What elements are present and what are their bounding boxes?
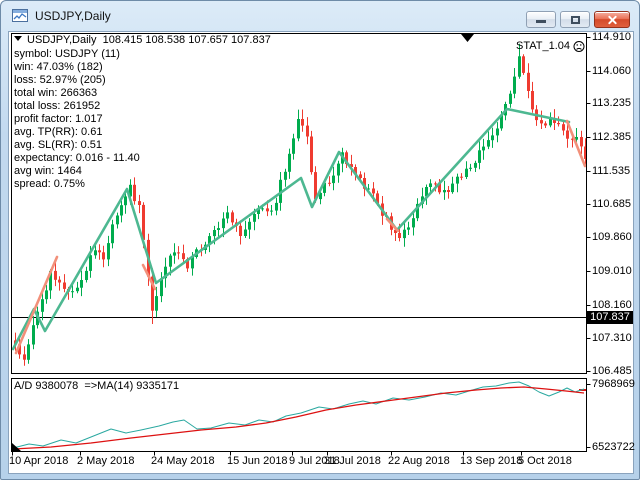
indicator-plot[interactable] [11, 378, 587, 452]
restore-button[interactable] [560, 11, 590, 28]
price-tick-label: 106.485 [592, 365, 632, 377]
stat-line: loss: 52.97% (205) [14, 74, 106, 86]
price-tick-label: 114.060 [592, 65, 631, 77]
date-tick-label: 24 May 2018 [151, 455, 215, 467]
stat-line: avg. SL(RR): 0.51 [14, 139, 103, 151]
date-tick-label: 9 Jul 2018 [289, 455, 340, 467]
price-tick-label: 108.160 [592, 299, 632, 311]
price-tick-label: 111.535 [592, 165, 631, 177]
date-tick-label: 31 Jul 2018 [324, 455, 381, 467]
corner-marker-icon [12, 443, 21, 451]
minimize-button[interactable] [526, 11, 556, 28]
stats-panel: symbol: USDJPY (11) win: 47.03% (182) loss… [14, 48, 140, 191]
ohlc-text: USDJPY,Daily 108.415 108.538 107.657 107… [27, 34, 271, 46]
stat-line: total win: 266363 [14, 87, 98, 99]
date-tick-label: 15 Jun 2018 [227, 455, 288, 467]
trade-path-broken-line[interactable] [14, 255, 59, 355]
price-tick-label: 113.235 [592, 97, 631, 109]
window-controls [526, 11, 630, 28]
minimize-icon [536, 20, 546, 23]
stat-line: spread: 0.75% [14, 178, 85, 190]
indicator-axis-label: 6523722 [592, 441, 635, 453]
date-tick-label: 13 Sep 2018 [460, 455, 523, 467]
stat-line: avg. TP(RR): 0.61 [14, 126, 103, 138]
trade-path-line[interactable] [12, 107, 571, 351]
close-icon [607, 14, 618, 25]
date-tick-label: 22 Aug 2018 [388, 455, 450, 467]
ma-line[interactable] [12, 386, 585, 450]
stat-indicator-label: STAT_1.04 [515, 40, 570, 52]
sad-face-icon [573, 41, 585, 52]
stat-line: expectancy: 0.016 - 11.40 [14, 152, 140, 164]
stat-line: total loss: 261952 [14, 100, 101, 112]
price-tick-label: 112.385 [592, 131, 631, 143]
top-marker-icon[interactable] [461, 34, 474, 42]
price-tick-label: 109.860 [592, 231, 632, 243]
date-tick-label: 2 May 2018 [77, 455, 135, 467]
price-tick-label: 110.685 [592, 198, 631, 210]
stat-line: symbol: USDJPY (11) [14, 48, 120, 60]
main-plot[interactable] [11, 33, 587, 374]
restore-icon [570, 15, 580, 24]
date-tick-label: 5 Oct 2018 [518, 455, 572, 467]
ohlc-header: USDJPY,Daily 108.415 108.538 107.657 107… [14, 34, 271, 46]
collapse-triangle-icon[interactable] [14, 36, 22, 41]
ad-line[interactable] [12, 381, 585, 449]
trade-path-broken-line[interactable] [385, 217, 400, 233]
date-tick-label: 10 Apr 2018 [9, 455, 69, 467]
price-tick-label: 107.310 [592, 332, 632, 344]
window-title: USDJPY,Daily [35, 9, 111, 23]
stat-line: win: 47.03% (182) [14, 61, 103, 73]
price-tick-label: 109.010 [592, 265, 632, 277]
window-titlebar[interactable]: USDJPY,Daily [1, 1, 639, 31]
chart-window-icon [12, 8, 29, 24]
indicator-axis-label: 7968969 [592, 378, 635, 390]
trade-path-broken-line[interactable] [141, 263, 157, 291]
stat-line: avg win: 1464 [14, 165, 82, 177]
indicator-panel-label: A/D 9380078 =>MA(14) 9335171 [14, 380, 180, 392]
trade-path-broken-line[interactable] [565, 119, 586, 168]
price-tick-label: 114.910 [592, 31, 631, 43]
stat-line: profit factor: 1.017 [14, 113, 103, 125]
close-button[interactable] [594, 11, 630, 28]
current-price-badge: 107.837 [587, 311, 633, 324]
